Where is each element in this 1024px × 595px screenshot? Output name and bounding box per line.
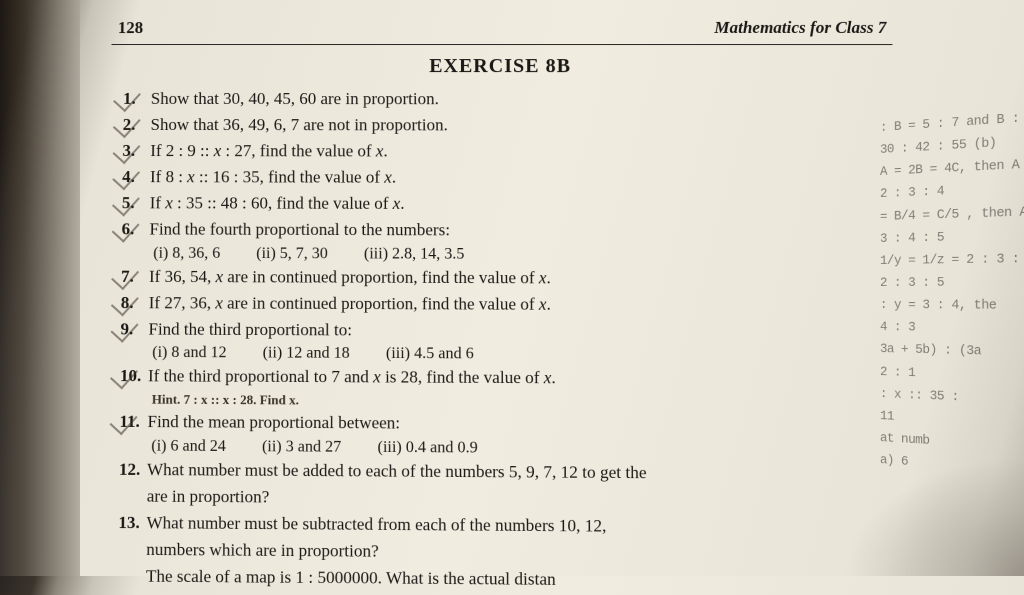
question-number: 8.	[121, 291, 149, 314]
book-title: Mathematics for Class 7	[714, 18, 886, 38]
question-number: 7.	[121, 265, 149, 288]
question-row: The scale of a map is 1 : 5000000. What …	[118, 565, 899, 595]
question-row: 3.If 2 : 9 :: x : 27, find the value of …	[122, 140, 894, 164]
question-number: 3.	[122, 140, 150, 163]
question-number: 10.	[120, 365, 148, 388]
question-text: If the third proportional to 7 and x is …	[148, 365, 897, 392]
question-row: 13.What number must be subtracted from e…	[118, 512, 898, 541]
question-subparts: (i) 8, 36, 6 (ii) 5, 7, 30 (iii) 2.8, 14, …	[153, 244, 895, 265]
question-text: Find the mean proportional between:	[147, 411, 897, 439]
question-number: 13.	[118, 512, 146, 536]
question-continuation: numbers which are in proportion?	[118, 538, 899, 567]
margin-note-line: : y = 3 : 4, the	[880, 295, 1024, 316]
subpart: (iii) 2.8, 14, 3.5	[364, 245, 465, 264]
question-text: What number must be added to each of the…	[147, 459, 898, 487]
next-page-bleed: : B = 5 : 7 and B : C =30 : 42 : 55 (b)A…	[880, 107, 1024, 483]
subpart: (ii) 3 and 27	[262, 438, 341, 457]
question-text: Find the third proportional to:	[148, 318, 896, 345]
question-number: 11.	[119, 411, 147, 435]
question-row: 9.Find the third proportional to:	[120, 318, 896, 345]
question-number: 1.	[123, 88, 151, 111]
book-spine	[0, 0, 80, 576]
question-text: What number must be subtracted from each…	[146, 512, 898, 541]
question-hint: Hint. 7 : x :: x : 28. Find x.	[152, 392, 897, 412]
subpart: (i) 6 and 24	[151, 438, 226, 457]
question-number: 2.	[123, 114, 151, 137]
question-text-cont: numbers which are in proportion?	[146, 539, 899, 568]
question-list: 1.Show that 30, 40, 45, 60 are in propor…	[106, 88, 899, 595]
question-text: If 27, 36, x are in continued proportion…	[149, 292, 896, 318]
question-subparts: (i) 8 and 12 (ii) 12 and 18 (iii) 4.5 and …	[152, 344, 896, 366]
question-number: 4.	[122, 166, 150, 189]
question-text: Show that 30, 40, 45, 60 are in proporti…	[151, 88, 894, 112]
question-text: If x : 35 :: 48 : 60, find the value of …	[150, 192, 895, 217]
question-text: Show that 36, 49, 6, 7 are not in propor…	[150, 114, 893, 138]
question-continuation: are in proportion?	[119, 485, 898, 514]
margin-note-line: 2 : 1	[880, 362, 1024, 387]
question-text-cont: are in proportion?	[147, 485, 898, 514]
textbook-page: 128 Mathematics for Class 7 EXERCISE 8B …	[106, 0, 899, 589]
subpart: (ii) 5, 7, 30	[256, 244, 328, 262]
subpart: (iii) 0.4 and 0.9	[377, 439, 477, 458]
question-number: 5.	[122, 192, 150, 215]
margin-note-line: 3a + 5b) : (3a	[880, 339, 1024, 363]
question-row: 12.What number must be added to each of …	[119, 459, 898, 487]
question-text: The scale of a map is 1 : 5000000. What …	[146, 565, 899, 595]
margin-note-line: 1/y = 1/z = 2 : 3 :	[880, 248, 1024, 271]
margin-note-line: 2 : 3 : 5	[880, 272, 1024, 294]
question-number: 6.	[121, 218, 149, 241]
subpart: (i) 8, 36, 6	[153, 244, 220, 262]
question-text: If 2 : 9 :: x : 27, find the value of x.	[150, 140, 894, 164]
question-row: 8.If 27, 36, x are in continued proporti…	[121, 291, 896, 317]
page-number: 128	[118, 18, 143, 38]
subpart: (iii) 4.5 and 6	[386, 345, 474, 364]
question-subparts: (i) 6 and 24 (ii) 3 and 27 (iii) 0.4 and 0…	[151, 438, 897, 461]
margin-note-line: 4 : 3	[880, 317, 1024, 340]
margin-note-line: = B/4 = C/5 , then A :	[880, 201, 1024, 227]
exercise-heading: EXERCISE 8B	[111, 55, 893, 78]
question-row: 4.If 8 : x :: 16 : 35, find the value of…	[122, 166, 894, 191]
subpart: (i) 8 and 12	[152, 344, 226, 363]
subpart: (ii) 12 and 18	[263, 345, 350, 364]
question-row: 10.If the third proportional to 7 and x …	[120, 365, 897, 392]
question-text: Find the fourth proportional to the numb…	[149, 218, 895, 243]
margin-note-line: 3 : 4 : 5	[880, 225, 1024, 249]
question-number: 12.	[119, 459, 147, 483]
question-text: If 36, 54, x are in continued proportion…	[149, 265, 896, 291]
question-row: 6.Find the fourth proportional to the nu…	[121, 218, 894, 243]
question-row: 2.Show that 36, 49, 6, 7 are not in prop…	[123, 114, 894, 138]
margin-note-line: 2 : 3 : 4	[880, 178, 1024, 205]
question-text: If 8 : x :: 16 : 35, find the value of x…	[150, 166, 894, 191]
question-row: 1.Show that 30, 40, 45, 60 are in propor…	[123, 88, 894, 112]
question-row: 7.If 36, 54, x are in continued proporti…	[121, 265, 896, 291]
question-number: 9.	[120, 318, 148, 341]
question-row: 11.Find the mean proportional between:	[119, 411, 897, 439]
question-row: 5.If x : 35 :: 48 : 60, find the value o…	[122, 192, 895, 217]
page-header: 128 Mathematics for Class 7	[112, 0, 893, 45]
